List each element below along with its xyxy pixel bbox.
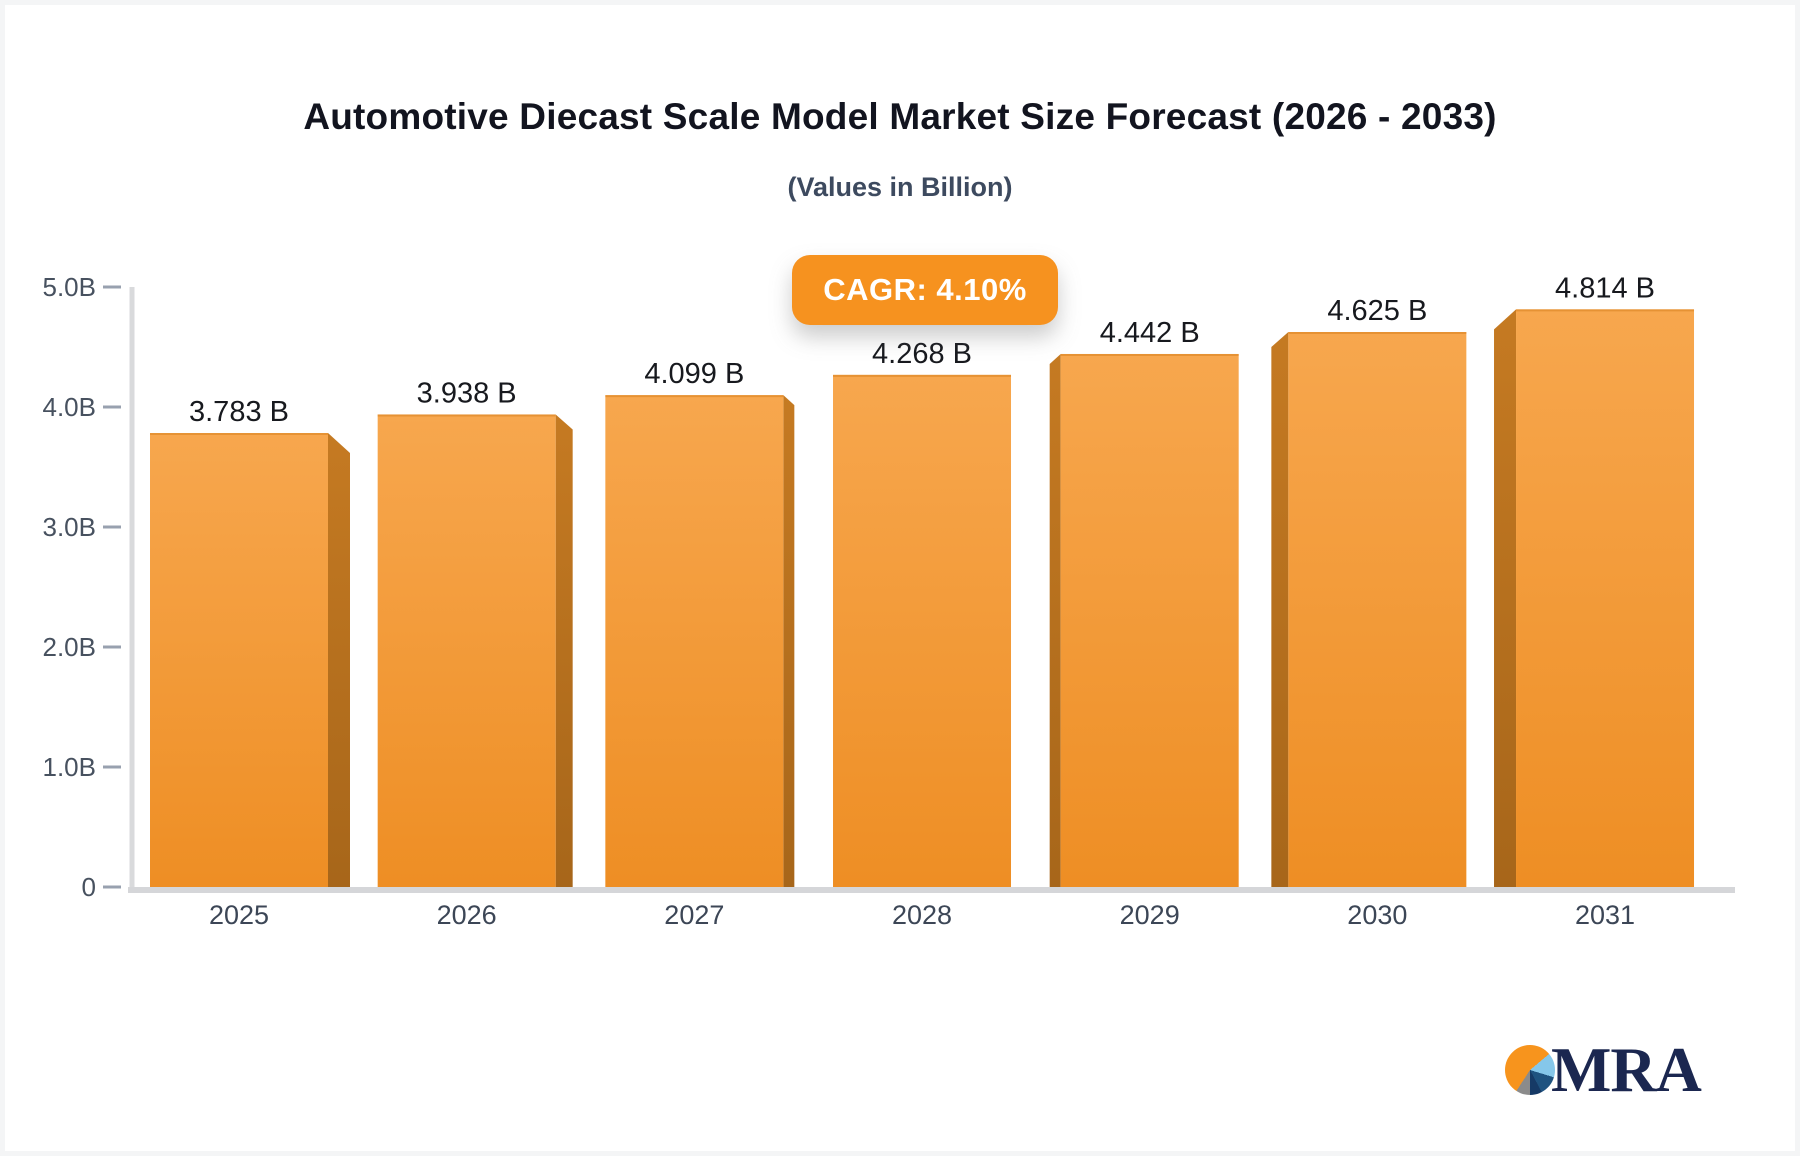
value-label-2028: 4.268 B — [872, 338, 972, 370]
cagr-badge-label: CAGR: 4.10% — [823, 272, 1027, 307]
value-label-2029: 4.442 B — [1100, 317, 1200, 349]
bar-side-2029 — [1049, 353, 1061, 888]
bar-2031 — [1516, 309, 1695, 887]
chart-subtitle: (Values in Billion) — [787, 172, 1013, 202]
y-tick-label-1.0B: 1.0B — [43, 752, 97, 782]
bar-2025 — [150, 433, 328, 887]
value-label-2025: 3.783 B — [189, 396, 289, 428]
x-tick-label-2025: 2025 — [209, 900, 269, 930]
x-tick-label-2028: 2028 — [892, 900, 952, 930]
bar-side-2031 — [1494, 309, 1517, 887]
x-tick-label-2026: 2026 — [437, 900, 497, 930]
x-tick-label-2030: 2030 — [1347, 900, 1407, 930]
x-tick-label-2029: 2029 — [1120, 900, 1180, 930]
bar-2026 — [377, 414, 556, 887]
x-tick-label-2031: 2031 — [1575, 900, 1635, 930]
bar-2028 — [833, 374, 1012, 888]
bar-2029 — [1060, 353, 1239, 888]
bar-2030 — [1288, 332, 1467, 887]
bar-2027 — [605, 395, 784, 887]
value-label-2031: 4.814 B — [1555, 272, 1655, 304]
value-label-2026: 3.938 B — [417, 377, 517, 409]
y-tick-label-0: 0 — [82, 872, 96, 902]
pie-chart-icon — [1505, 1045, 1555, 1095]
bar-side-2030 — [1271, 332, 1289, 887]
bar-side-2025 — [328, 433, 350, 887]
y-tick-label-5.0B: 5.0B — [43, 272, 97, 302]
value-label-2030: 4.625 B — [1327, 295, 1427, 327]
chart-title: Automotive Diecast Scale Model Market Si… — [303, 96, 1497, 137]
y-tick-label-4.0B: 4.0B — [43, 392, 97, 422]
value-label-2027: 4.099 B — [644, 358, 744, 390]
y-tick-label-2.0B: 2.0B — [43, 632, 97, 662]
mra-logo-text: MRA — [1551, 1034, 1702, 1105]
mra-logo: MRA — [1505, 1034, 1702, 1105]
bar-side-2027 — [783, 395, 795, 887]
cagr-badge: CAGR: 4.10% — [792, 255, 1058, 325]
y-tick-label-3.0B: 3.0B — [43, 512, 97, 542]
x-tick-label-2027: 2027 — [664, 900, 724, 930]
bar-side-2026 — [555, 414, 573, 887]
